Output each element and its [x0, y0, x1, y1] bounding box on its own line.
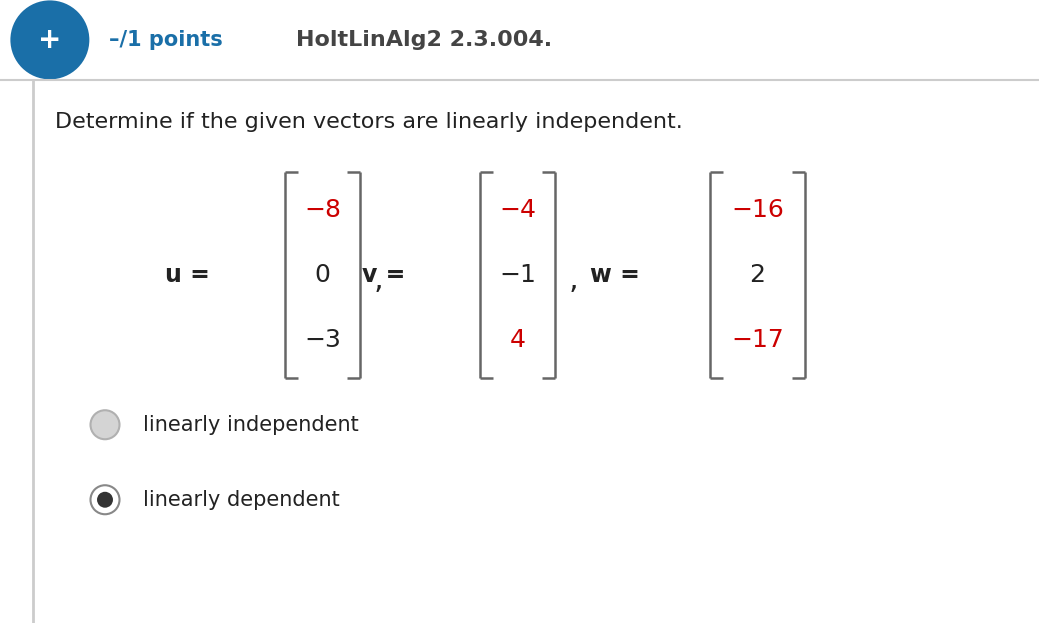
Text: +: + [38, 26, 61, 54]
Text: 4: 4 [509, 328, 526, 352]
Circle shape [97, 492, 113, 508]
Text: −3: −3 [304, 328, 341, 352]
Text: −1: −1 [499, 263, 536, 287]
Text: linearly independent: linearly independent [143, 415, 358, 435]
Text: v =: v = [362, 263, 405, 287]
Text: w =: w = [590, 263, 640, 287]
Text: Determine if the given vectors are linearly independent.: Determine if the given vectors are linea… [55, 112, 683, 131]
Text: ,: , [373, 265, 383, 294]
Text: ,: , [568, 265, 578, 294]
Circle shape [90, 410, 119, 439]
Text: −4: −4 [499, 197, 536, 222]
Circle shape [90, 485, 119, 514]
Text: –/1 points: –/1 points [109, 30, 222, 50]
Text: HoltLinAlg2 2.3.004.: HoltLinAlg2 2.3.004. [296, 30, 553, 50]
Text: linearly dependent: linearly dependent [143, 490, 340, 510]
Text: −8: −8 [304, 197, 341, 222]
Text: −16: −16 [731, 197, 784, 222]
Text: −17: −17 [731, 328, 783, 352]
Text: u =: u = [165, 263, 210, 287]
Text: 0: 0 [315, 263, 330, 287]
Text: 2: 2 [749, 263, 766, 287]
